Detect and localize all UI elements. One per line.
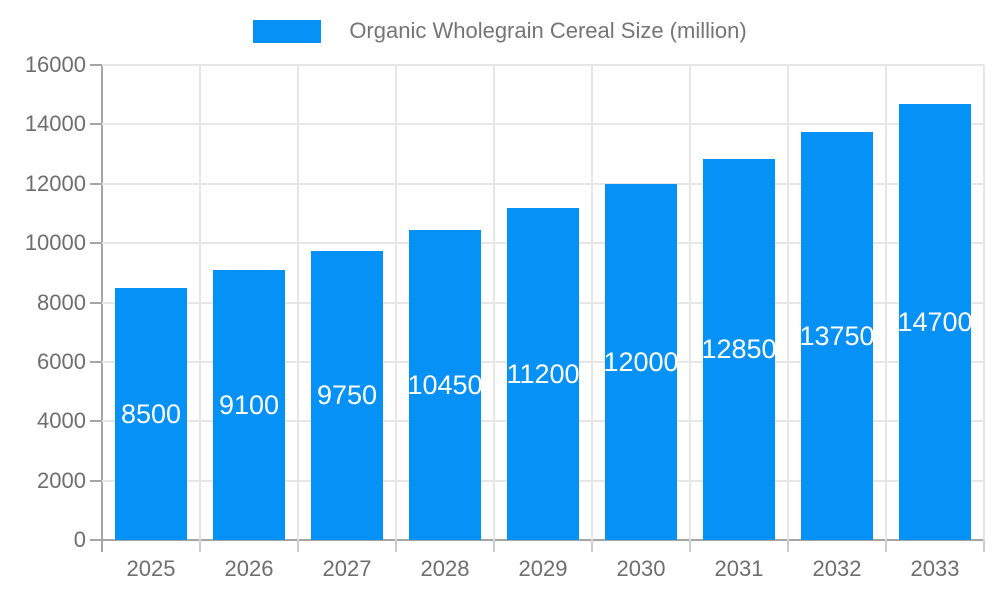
bar-value-label: 13750	[799, 320, 875, 351]
x-tick-mark	[983, 540, 985, 552]
y-tick-label: 2000	[37, 467, 86, 493]
y-tick-label: 0	[73, 527, 86, 552]
bar-column: 13750	[788, 65, 886, 540]
x-tick-label: 2032	[812, 556, 862, 581]
x-tick-mark	[591, 540, 593, 552]
y-tick-label: 16000	[24, 52, 86, 77]
gridline-vertical	[493, 65, 495, 540]
y-tick-mark	[90, 479, 102, 482]
y-tick-mark	[90, 242, 102, 245]
gridline-horizontal	[102, 123, 984, 126]
y-tick-mark	[90, 420, 102, 423]
x-tick-mark	[395, 540, 397, 552]
bar-2026[interactable]: 9100	[213, 269, 285, 540]
x-tick-mark	[787, 540, 789, 552]
bar-2029[interactable]: 11200	[506, 207, 580, 540]
x-tick-mark	[885, 540, 887, 552]
y-tick-label: 10000	[24, 230, 86, 256]
bar-value-label: 11200	[506, 358, 580, 389]
bar-column: 9100	[200, 65, 298, 540]
bar-column: 12000	[592, 65, 690, 540]
bar-2028[interactable]: 10450	[407, 229, 483, 540]
bar-2030[interactable]: 12000	[603, 183, 679, 540]
y-tick-label: 8000	[37, 289, 86, 315]
x-tick-label: 2026	[224, 556, 274, 581]
y-tick-mark	[90, 64, 102, 66]
x-tick-mark	[297, 540, 299, 552]
x-tick-label: 2030	[616, 556, 666, 581]
bar-value-label: 10450	[407, 369, 483, 400]
gridline-vertical	[787, 65, 789, 540]
gridline-vertical	[395, 65, 397, 540]
y-tick-label: 14000	[24, 111, 86, 137]
gridline-horizontal	[102, 64, 984, 66]
x-tick-mark	[493, 540, 495, 552]
bar-column: 10450	[396, 65, 494, 540]
bar-2025[interactable]: 8500	[115, 287, 187, 540]
x-tick-label: 2033	[910, 556, 960, 581]
bar-value-label: 9100	[218, 389, 280, 420]
bar-2033[interactable]: 14700	[897, 103, 973, 540]
x-tick-mark	[689, 540, 691, 552]
bar-value-label: 12000	[603, 346, 679, 377]
gridline-vertical	[689, 65, 691, 540]
bar-value-label: 14700	[897, 306, 973, 337]
y-tick-mark	[90, 360, 102, 363]
gridline-vertical	[297, 65, 299, 540]
y-axis-line	[101, 65, 103, 552]
x-tick-label: 2028	[420, 556, 470, 581]
x-tick-label: 2031	[714, 556, 764, 581]
bar-column: 12850	[690, 65, 788, 540]
y-tick-mark	[90, 182, 102, 185]
x-tick-mark	[199, 540, 201, 552]
gridline-vertical	[591, 65, 593, 540]
y-tick-label: 6000	[37, 348, 86, 374]
legend: Organic Wholegrain Cereal Size (million)	[0, 14, 1000, 48]
gridline-vertical	[885, 65, 887, 540]
bar-column: 11200	[494, 65, 592, 540]
x-axis-baseline	[96, 539, 984, 541]
y-tick-mark	[90, 123, 102, 126]
bar-2031[interactable]: 12850	[701, 158, 777, 540]
x-tick-label: 2027	[322, 556, 372, 581]
bar-2027[interactable]: 9750	[311, 250, 383, 540]
legend-swatch	[253, 19, 322, 43]
plot-area: 8500 9100 9750 10450 11200 12000 12850 13750 147…	[102, 64, 985, 540]
y-tick-mark	[90, 301, 102, 304]
y-tick-mark	[90, 539, 102, 541]
y-tick-label: 4000	[37, 408, 86, 434]
legend-label: Organic Wholegrain Cereal Size (million)	[349, 18, 747, 43]
bar-column: 9750	[298, 65, 396, 540]
bar-value-label: 8500	[120, 398, 182, 429]
bar-2032[interactable]: 13750	[799, 131, 875, 540]
bar-value-label: 9750	[316, 380, 378, 411]
x-tick-label: 2029	[518, 556, 568, 581]
bar-value-label: 12850	[701, 334, 777, 365]
y-tick-label: 12000	[24, 170, 86, 196]
gridline-horizontal	[102, 182, 984, 185]
gridline-vertical	[199, 65, 201, 540]
gridline-vertical	[983, 65, 985, 540]
x-tick-label: 2025	[126, 556, 176, 581]
bar-column: 8500	[102, 65, 200, 540]
bar-column: 14700	[886, 65, 984, 540]
